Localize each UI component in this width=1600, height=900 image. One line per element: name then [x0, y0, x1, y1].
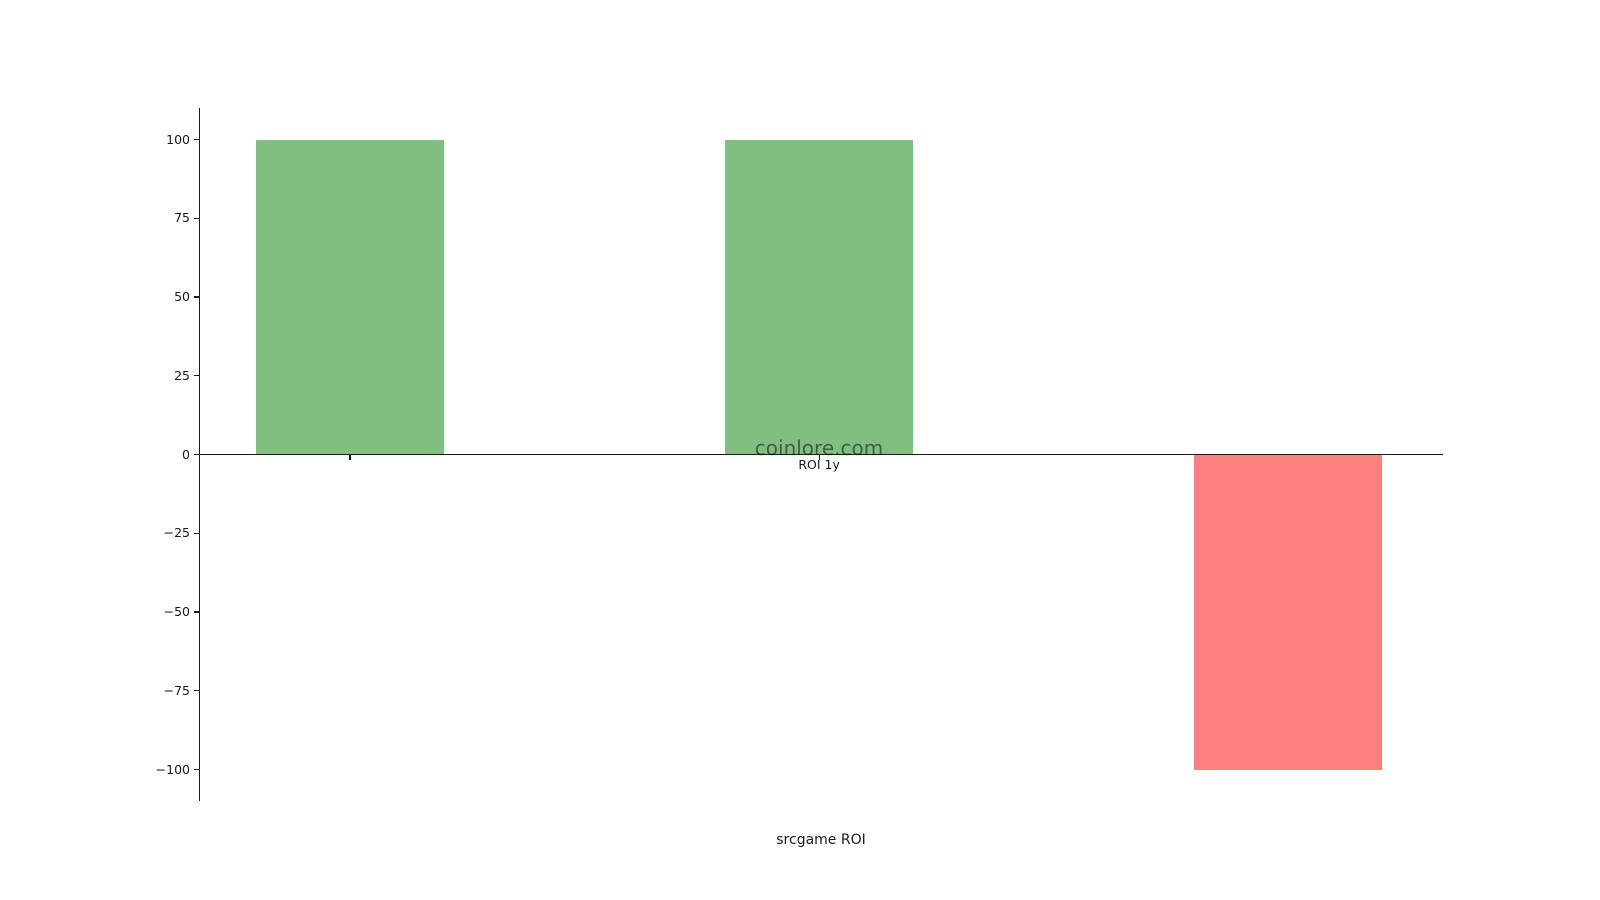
y-tick-mark: [193, 138, 199, 141]
y-tick-label: 50: [174, 289, 190, 304]
y-tick-label: −25: [163, 525, 190, 541]
y-tick-mark: [193, 217, 199, 219]
y-tick-label: −100: [155, 761, 190, 777]
y-tick-label: 0: [182, 446, 190, 462]
bar-2: [725, 139, 913, 455]
y-tick-label: −50: [163, 604, 190, 619]
y-tick-mark: [193, 768, 199, 771]
y-tick-mark: [193, 532, 199, 534]
y-tick-label: −75: [163, 682, 190, 698]
bar-1: [256, 139, 444, 455]
y-tick-mark: [193, 690, 199, 692]
y-tick-label: 75: [174, 210, 190, 226]
x-tick-mark-2: [818, 454, 820, 460]
y-tick-mark: [193, 453, 199, 456]
x-tick-label: ROI 1y: [798, 457, 840, 472]
bar-3: [1194, 454, 1382, 770]
y-tick-mark: [193, 611, 199, 613]
y-axis-spine: [198, 108, 200, 801]
y-tick-mark: [193, 375, 199, 377]
watermark-text: coinlore.com: [754, 436, 884, 460]
y-tick-label: 25: [174, 367, 190, 383]
x-axis-line: [200, 453, 1443, 456]
x-axis-title: srcgame ROI: [776, 832, 866, 848]
y-tick-mark: [193, 296, 199, 298]
x-tick-mark-1: [349, 454, 351, 460]
y-tick-label: 100: [166, 131, 190, 147]
